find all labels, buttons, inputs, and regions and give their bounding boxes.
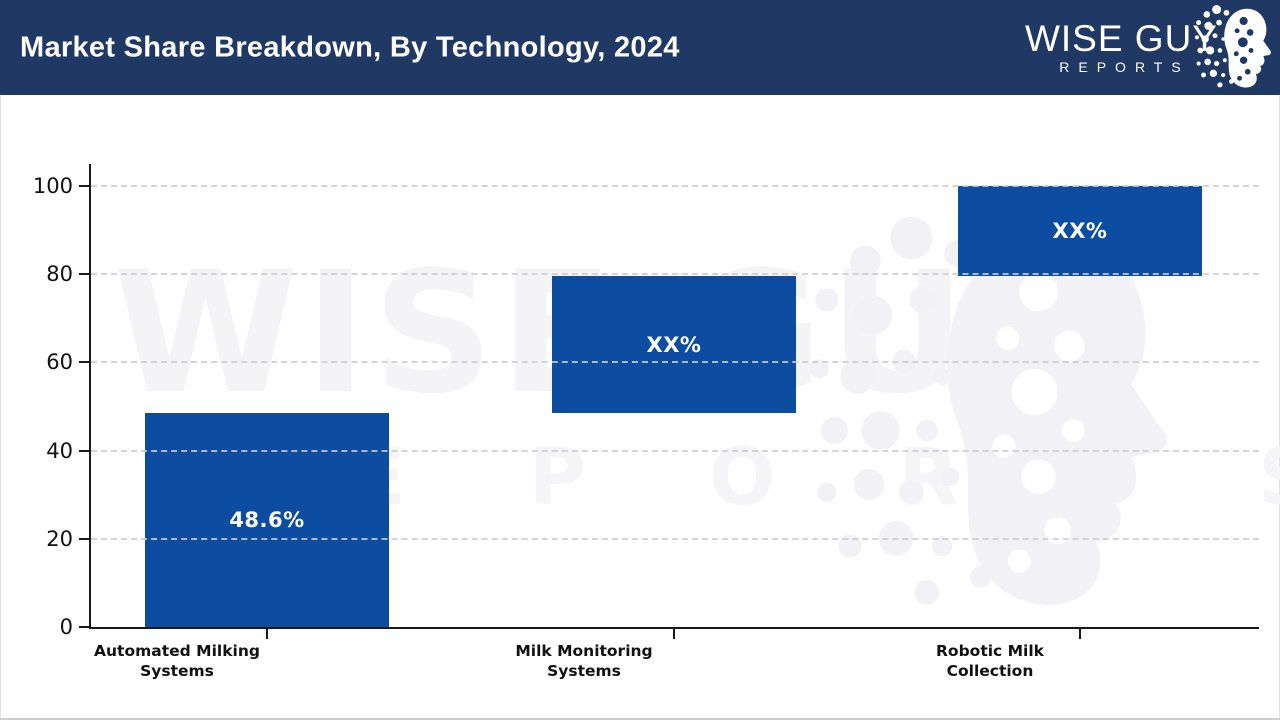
category-label-line: Robotic Milk (936, 642, 1044, 660)
x-axis-category-label: Automated Milking Systems (27, 641, 327, 682)
y-axis-tick (79, 626, 89, 628)
chart-canvas: WISE GUY R E P O R T S 48.6% XX% XX% 0 20… (0, 95, 1280, 720)
y-axis-tick-label: 100 (32, 174, 73, 199)
gridline (91, 361, 1259, 364)
y-axis-tick (79, 273, 89, 276)
brand-name: WISE GUY (1024, 18, 1218, 59)
header-bar: Market Share Breakdown, By Technology, 2… (0, 0, 1280, 95)
y-axis-tick-label: 20 (46, 526, 73, 551)
x-axis-category-label: Robotic Milk Collection (840, 641, 1140, 682)
y-axis-tick-label: 40 (46, 438, 73, 463)
x-axis-tick (1079, 629, 1081, 639)
x-axis-tick (673, 629, 675, 639)
y-axis-tick (79, 185, 89, 188)
bar-segment: XX% (552, 276, 796, 413)
plot-area: 48.6% XX% XX% 0 20 40 60 80 100 (33, 164, 1259, 639)
category-label-line: Milk Monitoring (515, 642, 653, 660)
gridline (91, 537, 1259, 540)
y-axis-tick (79, 361, 89, 364)
bar-value-label: XX% (646, 332, 702, 357)
chart-title: Market Share Breakdown, By Technology, 2… (20, 31, 680, 63)
gridline (91, 449, 1259, 452)
y-axis-tick (79, 449, 89, 452)
x-axis-tick (266, 629, 268, 639)
brand-logo: WISE GUY REPORTS (1025, 0, 1274, 95)
y-axis-tick-label: 0 (59, 615, 73, 639)
category-label-line: Automated Milking (94, 642, 260, 660)
gridline (91, 185, 1259, 188)
brand-subtitle: REPORTS (1059, 59, 1190, 75)
x-axis-category-label: Milk Monitoring Systems (434, 641, 734, 682)
bar-value-label: XX% (1052, 219, 1108, 244)
bar-segment: XX% (958, 186, 1202, 277)
category-label-line: Systems (547, 662, 621, 681)
category-label-line: Collection (946, 662, 1034, 681)
brand-logo-text: WISE GUY REPORTS (1025, 20, 1218, 75)
y-axis-tick-label: 80 (46, 262, 73, 287)
y-axis-tick (79, 537, 89, 540)
gridline (91, 273, 1259, 276)
bar-value-label: 48.6% (229, 507, 305, 532)
bar-segment: 48.6% (145, 412, 389, 627)
category-label-line: Systems (140, 662, 214, 681)
y-axis-tick-label: 60 (46, 350, 73, 375)
